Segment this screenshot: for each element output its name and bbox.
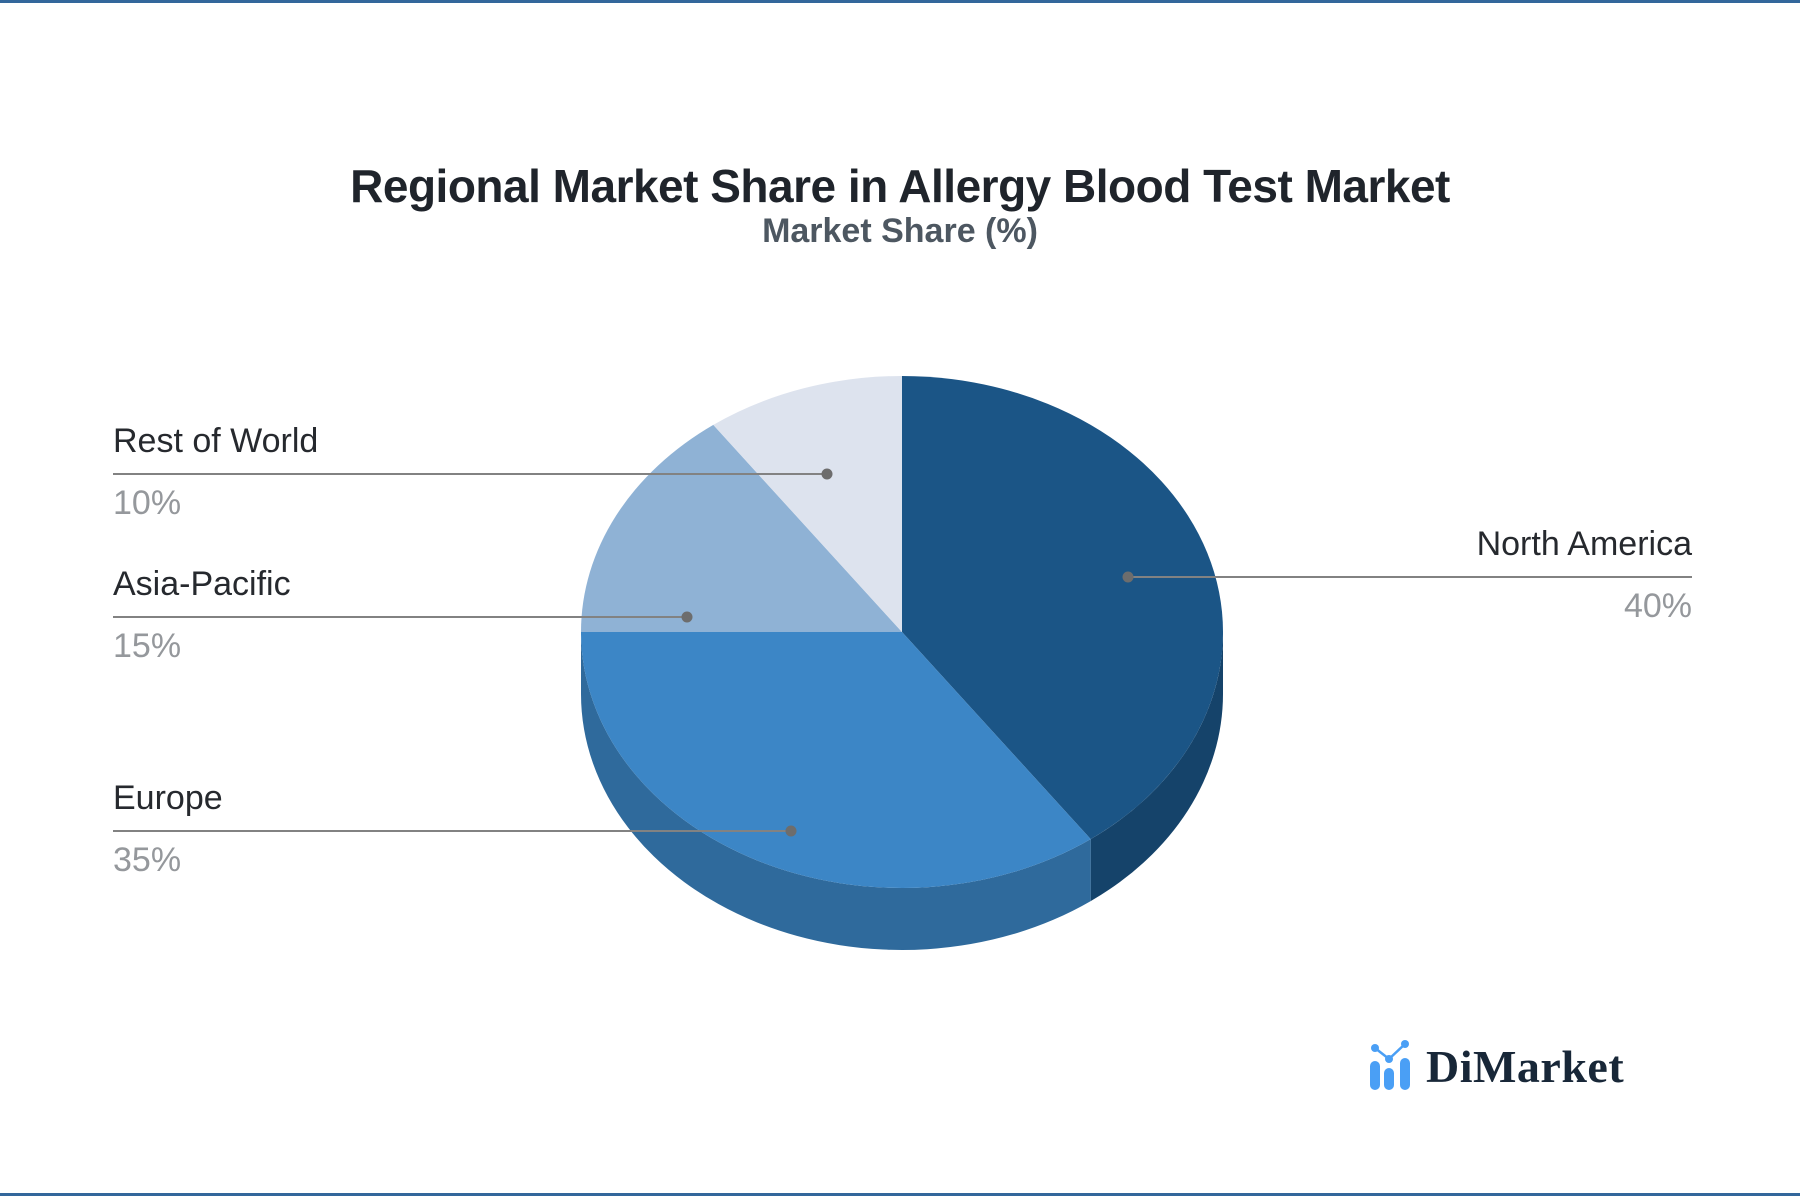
callout-value-europe: 35% bbox=[113, 841, 182, 879]
chart-title: Regional Market Share in Allergy Blood T… bbox=[350, 160, 1450, 212]
callout-value-asia-pacific: 15% bbox=[113, 627, 182, 665]
chart-subtitle: Market Share (%) bbox=[762, 212, 1038, 250]
bottom-accent-line bbox=[0, 1193, 1800, 1196]
pie-slice-side-north-america bbox=[1090, 632, 1223, 902]
callout-label-europe: Europe bbox=[113, 779, 223, 817]
connector-dot-europe bbox=[785, 825, 797, 837]
pie-slice-side-europe bbox=[581, 632, 1091, 951]
pie-slice-asia-pacific bbox=[581, 424, 902, 632]
pie-slice-north-america bbox=[902, 376, 1224, 840]
dimarket-logo: DiMarket bbox=[1362, 1040, 1624, 1090]
bar-line-chart-icon bbox=[1370, 1040, 1410, 1090]
connector-dot-asia-pacific bbox=[681, 611, 693, 623]
callout-value-rest-of-world: 10% bbox=[113, 484, 182, 522]
logo-wordmark: DiMarket bbox=[1426, 1041, 1625, 1092]
connector-dot-north-america bbox=[1122, 571, 1134, 583]
callout-label-asia-pacific: Asia-Pacific bbox=[113, 565, 291, 603]
callout-label-rest-of-world: Rest of World bbox=[113, 422, 319, 460]
pie-slice-rest-of-world bbox=[713, 376, 902, 632]
top-accent-line bbox=[0, 0, 1800, 3]
pie-slice-europe bbox=[581, 632, 1091, 889]
callout-value-north-america: 40% bbox=[1623, 587, 1692, 625]
callout-label-north-america: North America bbox=[1476, 525, 1692, 563]
connector-dot-rest-of-world bbox=[821, 468, 833, 480]
